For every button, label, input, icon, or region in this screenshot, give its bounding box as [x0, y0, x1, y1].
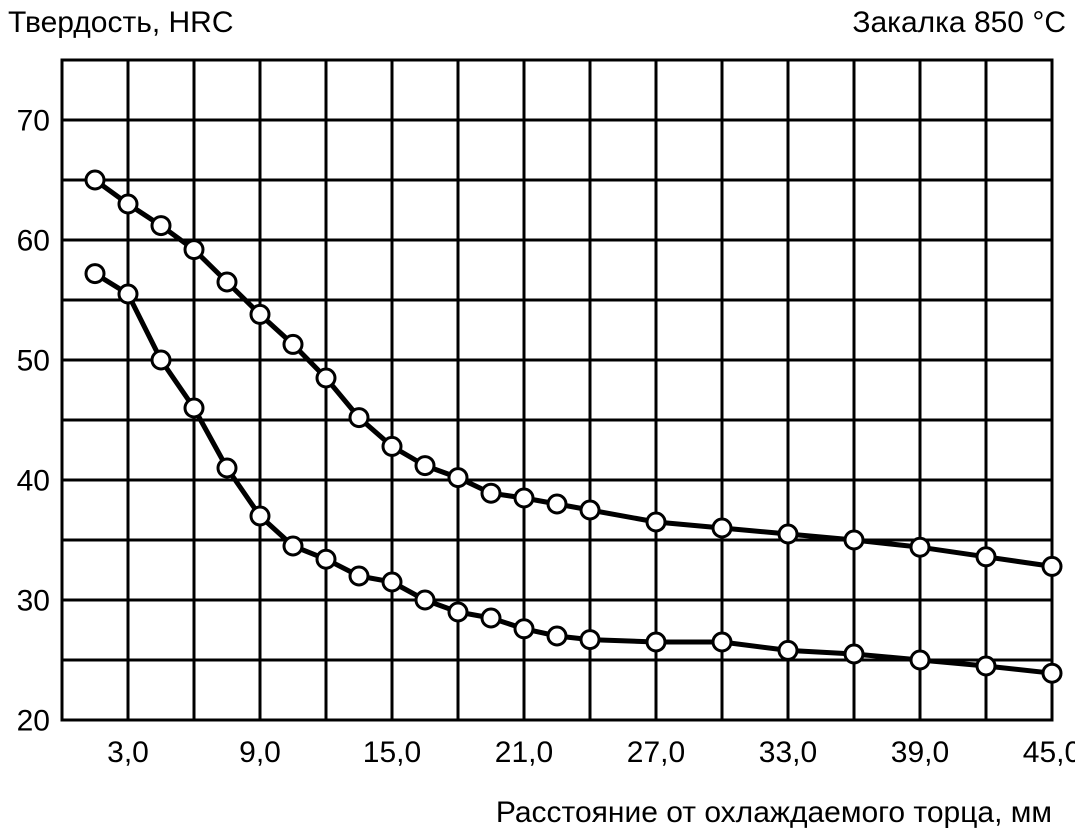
chart-svg: 3,0 9,0 15,0 21,0 27,0 33,0 39,0 45,0 20 30 40 50 60…	[0, 0, 1075, 839]
series-marker-upper	[713, 519, 731, 537]
x-axis-title: Расстояние от охлаждаемого торца, мм	[496, 796, 1052, 829]
series-marker-lower	[185, 399, 203, 417]
y-axis-title: Твердость, HRC	[8, 6, 234, 39]
series-marker-lower	[1043, 664, 1061, 682]
series-marker-upper	[482, 484, 500, 502]
series-marker-upper	[977, 548, 995, 566]
series-marker-upper	[284, 335, 302, 353]
series-marker-lower	[86, 265, 104, 283]
series-marker-lower	[251, 507, 269, 525]
series-marker-upper	[911, 538, 929, 556]
series-marker-upper	[251, 305, 269, 323]
series-marker-lower	[713, 633, 731, 651]
x-tick-label: 3,0	[107, 736, 149, 769]
series-marker-upper	[119, 195, 137, 213]
series-marker-lower	[284, 537, 302, 555]
series-marker-lower	[581, 631, 599, 649]
series-marker-upper	[647, 513, 665, 531]
x-tick-label: 27,0	[627, 736, 685, 769]
series-marker-lower	[911, 651, 929, 669]
series-marker-upper	[581, 501, 599, 519]
series-marker-lower	[350, 567, 368, 585]
series-marker-lower	[977, 657, 995, 675]
series-marker-lower	[152, 351, 170, 369]
series-marker-upper	[449, 469, 467, 487]
series-marker-upper	[416, 457, 434, 475]
series-marker-upper	[383, 437, 401, 455]
series-marker-upper	[152, 217, 170, 235]
y-tick-label: 70	[17, 105, 50, 138]
y-tick-label: 60	[17, 225, 50, 258]
series-marker-lower	[416, 591, 434, 609]
series-marker-upper	[1043, 557, 1061, 575]
series-marker-lower	[218, 459, 236, 477]
x-tick-label: 21,0	[495, 736, 553, 769]
x-tick-label: 39,0	[891, 736, 949, 769]
series-marker-lower	[548, 627, 566, 645]
series-marker-lower	[845, 645, 863, 663]
series-marker-upper	[779, 525, 797, 543]
series-marker-lower	[779, 641, 797, 659]
y-tick-label: 20	[17, 705, 50, 738]
series-marker-lower	[119, 285, 137, 303]
series-marker-upper	[86, 171, 104, 189]
series-marker-upper	[515, 489, 533, 507]
hardness-chart: 3,0 9,0 15,0 21,0 27,0 33,0 39,0 45,0 20 30 40 50 60…	[0, 0, 1075, 839]
series-marker-lower	[317, 550, 335, 568]
series-marker-upper	[185, 241, 203, 259]
series-marker-lower	[383, 573, 401, 591]
series-marker-lower	[515, 620, 533, 638]
series-marker-upper	[350, 409, 368, 427]
series-marker-upper	[548, 495, 566, 513]
series-marker-upper	[845, 531, 863, 549]
y-tick-label: 40	[17, 465, 50, 498]
series-marker-upper	[218, 273, 236, 291]
y-tick-label: 30	[17, 585, 50, 618]
x-tick-label: 33,0	[759, 736, 817, 769]
x-tick-label: 15,0	[363, 736, 421, 769]
series-marker-lower	[449, 603, 467, 621]
series-marker-lower	[647, 633, 665, 651]
series-marker-lower	[482, 609, 500, 627]
y-tick-label: 50	[17, 345, 50, 378]
x-tick-label: 9,0	[239, 736, 281, 769]
x-tick-label: 45,0	[1023, 736, 1075, 769]
series-marker-upper	[317, 369, 335, 387]
chart-subtitle: Закалка 850 °C	[852, 6, 1066, 39]
